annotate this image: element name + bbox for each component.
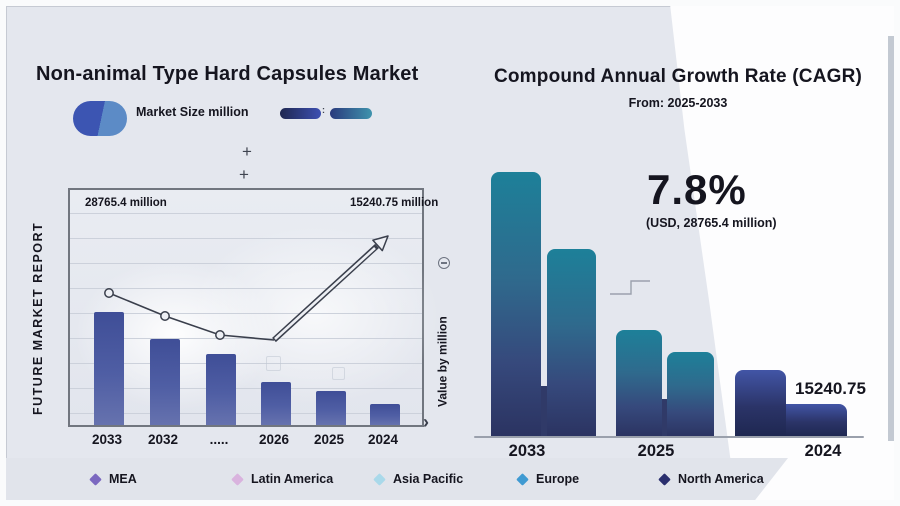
legend-item-europe: Europe bbox=[516, 472, 580, 486]
legend-item-asia-pacific: Asia Pacific bbox=[373, 472, 464, 486]
x-axis-label-2033: 2033 bbox=[91, 432, 123, 447]
legend-label: Latin America bbox=[251, 472, 334, 486]
cagr-bar-2024-secondary bbox=[786, 404, 847, 437]
bar-2032 bbox=[150, 339, 180, 425]
plus-mark-icon: + bbox=[239, 165, 249, 184]
trend-line-and-arrow bbox=[104, 235, 389, 343]
x-axis-label-.....: ..... bbox=[209, 432, 229, 447]
diamond-icon bbox=[373, 472, 386, 486]
page-title: Non-animal Type Hard Capsules Market bbox=[36, 63, 419, 85]
legend-label: Europe bbox=[536, 472, 580, 486]
bar-..... bbox=[206, 354, 236, 425]
step-bracket-icon bbox=[610, 280, 650, 295]
x-axis-label-2032: 2032 bbox=[147, 432, 179, 447]
cagr-bar-2025-secondary bbox=[667, 352, 714, 437]
legend-label: Asia Pacific bbox=[393, 472, 464, 486]
value-2024-annotation: 15240.75 million bbox=[350, 197, 439, 209]
capsule-icon bbox=[73, 101, 127, 136]
chart-gridlines bbox=[70, 213, 422, 423]
diamond-icon bbox=[658, 472, 671, 486]
cagr-value: 7.8% bbox=[647, 166, 747, 213]
report-watermark: FUTURE MARKET REPORT bbox=[31, 221, 45, 416]
cagr-detail: (USD, 28765.4 million) bbox=[646, 216, 777, 230]
right-edge-strip bbox=[888, 36, 894, 441]
cagr-bar-2033-secondary bbox=[547, 249, 596, 437]
x-axis-label-2026: 2026 bbox=[258, 432, 290, 447]
cagr-range: From: 2025-2033 bbox=[628, 96, 728, 110]
x-axis-arrow-icon: › bbox=[423, 412, 429, 432]
pill-icon-dark bbox=[280, 108, 321, 119]
market-size-label: Market Size million bbox=[136, 105, 249, 119]
bar-join bbox=[662, 399, 667, 437]
cagr-title: Compound Annual Growth Rate (CAGR) bbox=[493, 66, 863, 87]
minus-circle-icon bbox=[438, 257, 450, 269]
x-axis-label-2024: 2024 bbox=[367, 432, 399, 447]
pill-icon-teal bbox=[330, 108, 372, 119]
ghost-icon bbox=[266, 356, 281, 371]
pill-separator: : bbox=[322, 105, 325, 115]
diamond-icon bbox=[231, 472, 244, 486]
value-2033-annotation: 28765.4 million bbox=[85, 197, 167, 209]
cagr-bar-2024-primary bbox=[735, 370, 786, 437]
cagr-bar-2033-primary bbox=[491, 172, 541, 437]
market-size-chart: 28765.4 million 15240.75 million bbox=[68, 188, 440, 427]
ghost-icon bbox=[332, 367, 345, 380]
cagr-year-2025: 2025 bbox=[637, 442, 675, 460]
x-axis-label-2025: 2025 bbox=[313, 432, 345, 447]
diamond-icon bbox=[516, 472, 529, 486]
cagr-axis-line bbox=[474, 436, 864, 438]
y-axis-label: Value by million bbox=[435, 316, 450, 408]
legend-item-north-america: North America bbox=[658, 472, 764, 486]
bar-2033 bbox=[94, 312, 124, 425]
legend-item-latin-america: Latin America bbox=[231, 472, 334, 486]
bar-2026 bbox=[261, 382, 291, 425]
legend-item-mea: MEA bbox=[89, 472, 137, 486]
legend-label: MEA bbox=[109, 472, 137, 486]
value-2024-label: 15240.75 bbox=[795, 379, 866, 398]
legend-band bbox=[6, 458, 788, 500]
bar-2025 bbox=[316, 391, 346, 425]
cagr-year-2024: 2024 bbox=[804, 442, 842, 460]
bar-join bbox=[541, 386, 547, 437]
legend-label: North America bbox=[678, 472, 764, 486]
diamond-icon bbox=[89, 472, 102, 486]
plus-mark-icon: + bbox=[242, 142, 252, 161]
cagr-year-2033: 2033 bbox=[508, 442, 546, 460]
cagr-bar-2025-primary bbox=[616, 330, 662, 437]
bar-2024 bbox=[370, 404, 400, 425]
